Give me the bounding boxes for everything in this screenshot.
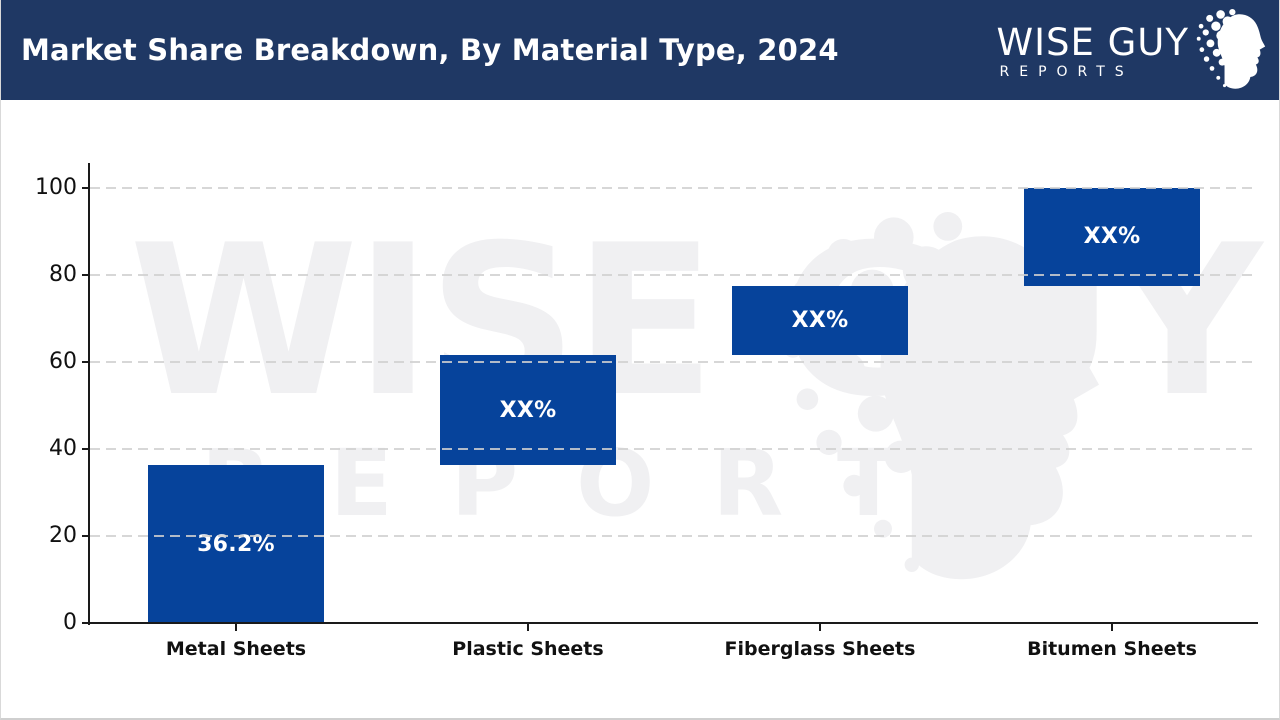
x-category-label: Metal Sheets	[165, 638, 307, 660]
face-profile-dots-icon	[1196, 9, 1266, 89]
y-tick-label: 20	[49, 522, 77, 548]
grid-line-80	[90, 273, 1258, 276]
grid-line-60	[90, 360, 1258, 363]
y-tick-label: 80	[49, 261, 77, 287]
y-tick-100	[82, 186, 89, 189]
bar-metal-sheets: 36.2%	[148, 465, 324, 623]
grid-line-20	[90, 534, 1258, 537]
bar-value-label: XX%	[499, 397, 557, 423]
brand-logo: WISE GUY REPORTS	[997, 6, 1267, 98]
bar-bitumen-sheets: XX%	[1024, 187, 1200, 287]
y-tick-40	[82, 447, 89, 450]
y-tick-label: 40	[49, 435, 77, 461]
brand-logo-text: WISE GUY REPORTS	[996, 21, 1189, 80]
y-tick-label: 0	[63, 610, 77, 635]
y-tick-60	[82, 360, 89, 363]
x-tick-3	[1111, 624, 1113, 631]
y-tick-0	[82, 622, 89, 624]
y-tick-80	[82, 273, 89, 276]
chart-area: WISE GUY REPORTS 36.2% Metal She	[1, 100, 1279, 718]
y-tick-label: 100	[35, 174, 77, 200]
x-tick-2	[819, 624, 821, 631]
page-title: Market Share Breakdown, By Material Type…	[21, 33, 839, 67]
grid-line-100	[90, 186, 1258, 189]
y-tick-label: 60	[49, 348, 77, 374]
x-category-label: Bitumen Sheets	[1027, 638, 1197, 660]
plot: 36.2% Metal Sheets XX% Plastic Sheets XX% Fib…	[1, 100, 1279, 718]
x-tick-0	[235, 624, 237, 631]
bar-plastic-sheets: XX%	[440, 355, 616, 466]
y-axis-line	[88, 163, 90, 625]
logo-wordmark: WISE GUY	[996, 21, 1189, 65]
x-axis-line	[88, 622, 1258, 624]
bar-value-label: XX%	[1083, 224, 1141, 250]
bar-fiberglass-sheets: XX%	[732, 286, 908, 356]
header-bar: Market Share Breakdown, By Material Type…	[1, 0, 1279, 100]
x-category-label: Fiberglass Sheets	[724, 638, 916, 660]
x-category-label: Plastic Sheets	[452, 638, 604, 660]
logo-subtext: REPORTS	[999, 63, 1134, 80]
y-tick-20	[82, 534, 89, 537]
x-tick-1	[527, 624, 529, 631]
bar-value-label: XX%	[791, 308, 849, 334]
grid-line-40	[90, 447, 1258, 450]
